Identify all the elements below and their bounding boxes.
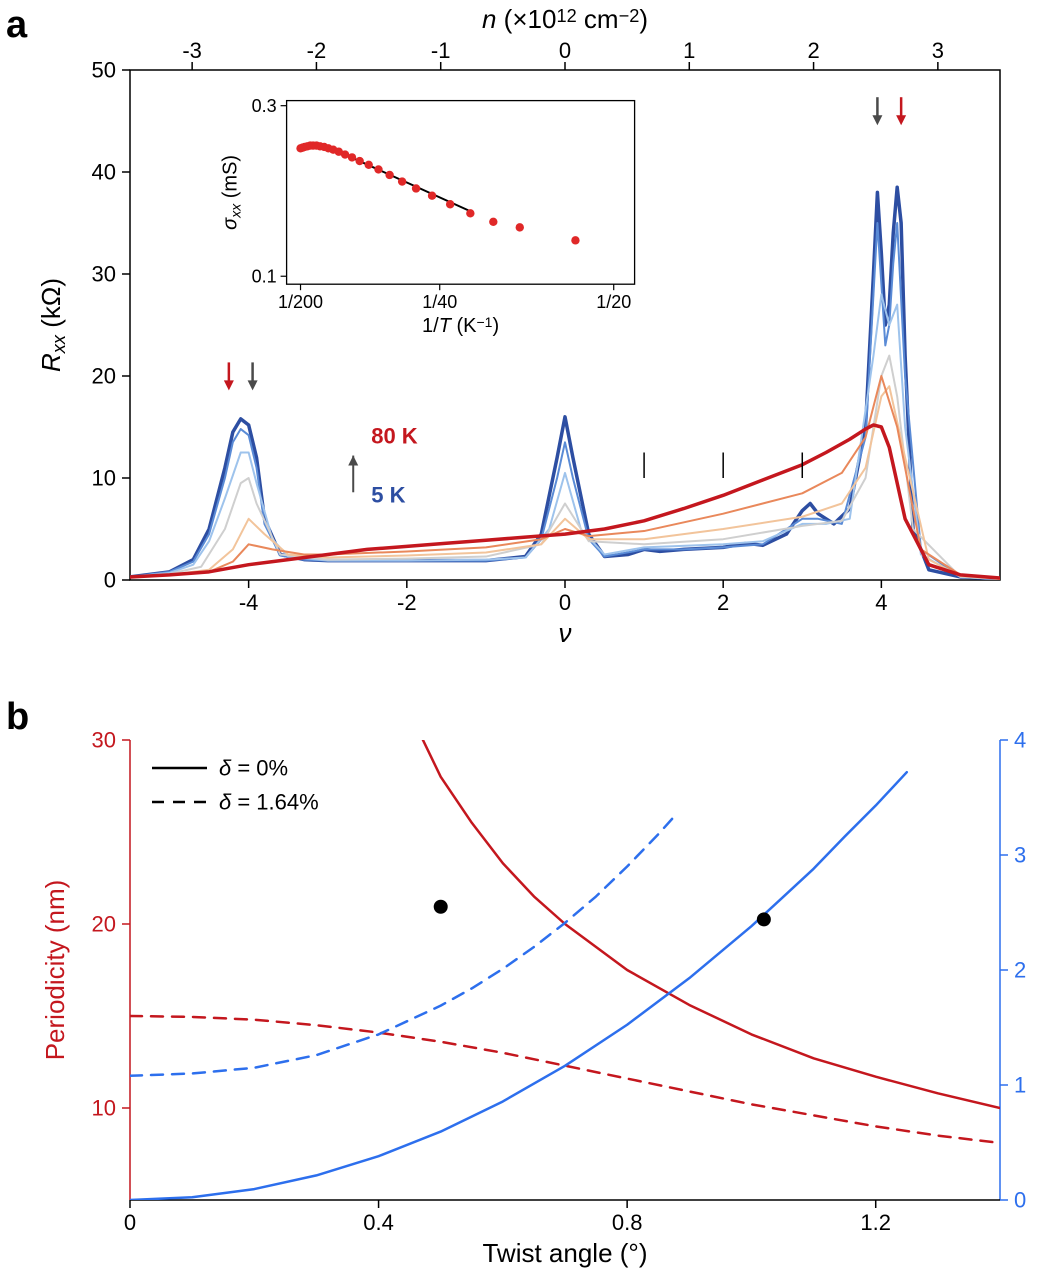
legend-delta-164: δ = 1.64% [219,790,319,815]
svg-text:0: 0 [124,1210,136,1235]
svg-text:1: 1 [1014,1073,1026,1098]
svg-text:4: 4 [1014,728,1026,753]
svg-text:Twist angle (°): Twist angle (°) [482,1238,647,1268]
inset-point [385,171,393,179]
inset-point [398,177,406,185]
inset-point [516,223,524,231]
svg-text:1/200: 1/200 [278,292,323,312]
svg-text:10: 10 [92,1096,116,1121]
svg-text:-1: -1 [431,38,451,63]
svg-text:20: 20 [92,364,116,389]
panel-b-label: b [6,696,29,739]
peak-arrow [896,97,906,125]
svg-text:0.4: 0.4 [363,1210,394,1235]
panel-a-label: a [6,4,27,47]
svg-text:1: 1 [683,38,695,63]
inset-point [428,192,436,200]
label-80K: 80 K [371,423,418,448]
svg-text:10: 10 [92,466,116,491]
inset-point [571,236,579,244]
legend-delta-0: δ = 0% [219,756,288,781]
panel-b-left-label: Periodicity (nm) [40,880,70,1061]
inset-point [374,165,382,173]
inset-point [446,200,454,208]
svg-text:1/40: 1/40 [422,292,457,312]
svg-text:0.8: 0.8 [612,1210,643,1235]
panel-b-marker [757,912,771,926]
svg-text:ν: ν [559,618,572,648]
svg-text:-2: -2 [397,590,417,615]
peak-arrow [248,362,258,390]
inset-point [412,184,420,192]
inset-point [466,209,474,217]
svg-text:-2: -2 [307,38,327,63]
figure-svg: -4-2024ν-3-2-10123n (×1012 cm−2)01020304… [0,0,1048,1278]
svg-text:1.2: 1.2 [860,1210,891,1235]
panel-a-inset [287,101,635,285]
svg-text:Rxx (kΩ): Rxx (kΩ) [36,278,69,372]
inset-point [348,153,356,161]
svg-text:2: 2 [807,38,819,63]
svg-text:3: 3 [1014,843,1026,868]
svg-text:3: 3 [932,38,944,63]
panel-a-top-label: n (×1012 cm−2) [482,4,648,34]
panel-b-marker [434,900,448,914]
svg-text:2: 2 [717,590,729,615]
svg-text:40: 40 [92,160,116,185]
svg-text:0: 0 [104,568,116,593]
svg-text:4: 4 [875,590,887,615]
inset-point [489,218,497,226]
svg-text:2: 2 [1014,958,1026,983]
svg-text:50: 50 [92,58,116,83]
peak-arrow [224,362,234,390]
svg-text:0: 0 [1014,1188,1026,1213]
svg-text:20: 20 [92,912,116,937]
svg-text:n (×1012 cm−2): n (×1012 cm−2) [482,4,648,34]
svg-text:0.1: 0.1 [252,267,277,287]
inset-point [365,161,373,169]
svg-text:-4: -4 [239,590,259,615]
svg-text:1/T (K−1): 1/T (K−1) [422,314,499,337]
peak-arrow [872,97,882,125]
inset-point [355,157,363,165]
svg-text:0: 0 [559,590,571,615]
svg-text:30: 30 [92,728,116,753]
svg-text:-3: -3 [182,38,202,63]
svg-text:1/20: 1/20 [596,292,631,312]
svg-text:0.3: 0.3 [252,96,277,116]
svg-text:30: 30 [92,262,116,287]
svg-text:σxx (mS): σxx (mS) [220,155,244,230]
panel-a-ylabel: Rxx (kΩ) [36,278,69,372]
label-5K: 5 K [371,482,405,507]
svg-text:0: 0 [559,38,571,63]
